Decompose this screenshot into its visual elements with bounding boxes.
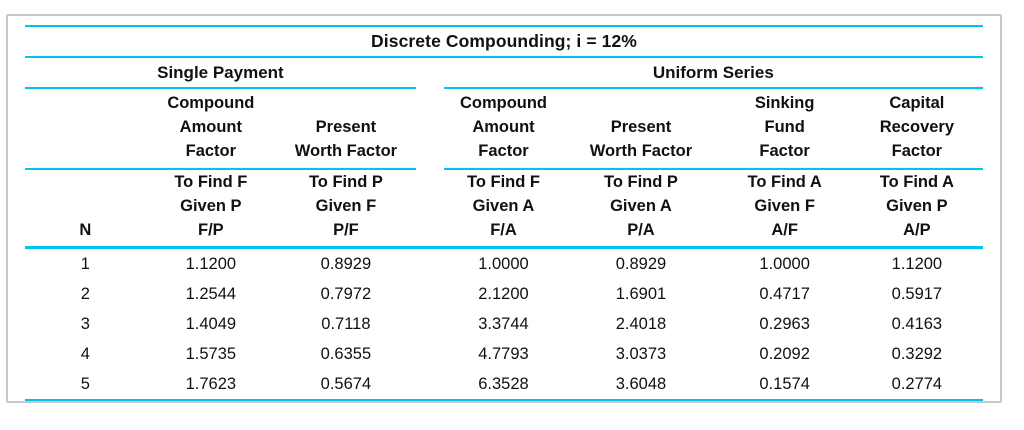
cell-n: 3: [80, 314, 90, 333]
cell-pf: 0.5674: [275, 369, 416, 401]
cell-pa: 1.6901: [615, 284, 667, 303]
header-n-spacer: [25, 88, 146, 170]
header-fp-tofind: To Find F Given P F/P: [145, 169, 276, 249]
header-pf-tofind: To Find P Given F P/F: [275, 169, 416, 249]
cell-pa: 3.0373: [615, 344, 667, 363]
column-gap: [416, 339, 444, 369]
cell-ap: 0.3292: [891, 344, 943, 363]
cell-ap: 1.1200: [891, 254, 943, 273]
cell-pa: 3.6048: [563, 369, 719, 401]
table-frame: Discrete Compounding; i = 12% Single Pay…: [6, 14, 1002, 403]
table-row: 4 1.5735 0.6355 4.7793 3.0373 0.2092 0.3…: [25, 339, 983, 369]
cell-fa: 4.7793: [478, 344, 529, 363]
cell-af: 1.0000: [759, 254, 810, 273]
cell-pf: 0.8929: [320, 254, 372, 273]
table-row: 5 1.7623 0.5674 6.3528 3.6048 0.1574 0.2…: [25, 369, 983, 401]
cell-af: 0.2092: [759, 344, 810, 363]
header-af-tofind: To Find A Given F A/F: [718, 169, 851, 249]
column-gap: [416, 309, 444, 339]
header-n-label: N: [25, 169, 146, 249]
header-pa-tofind: To Find P Given A P/A: [563, 169, 719, 249]
cell-pf: 0.7972: [320, 284, 372, 303]
column-gap: [416, 57, 444, 88]
tofind-header-row: N To Find F Given P F/P To Find P Given …: [25, 169, 983, 249]
discrete-compounding-factor-table: Discrete Compounding; i = 12% Single Pay…: [25, 25, 983, 401]
table-title: Discrete Compounding; i = 12%: [25, 25, 983, 58]
table-row: 3 1.4049 0.7118 3.3744 2.4018 0.2963 0.4…: [25, 309, 983, 339]
column-gap: [415, 369, 444, 401]
cell-n: 1: [80, 254, 90, 273]
cell-fa: 1.0000: [478, 254, 529, 273]
cell-fa: 6.3528: [443, 369, 564, 401]
header-fa-factor: Compound Amount Factor: [443, 88, 564, 170]
cell-ap: 0.2774: [850, 369, 983, 401]
cell-pf: 0.6355: [320, 344, 372, 363]
cell-fp: 1.5735: [185, 344, 237, 363]
header-af-factor: Sinking Fund Factor: [718, 88, 851, 170]
cell-n: 2: [80, 284, 90, 303]
header-ap-factor: Capital Recovery Factor: [850, 88, 983, 170]
header-fp-factor: Compound Amount Factor: [145, 88, 276, 170]
cell-pf: 0.7118: [321, 314, 371, 333]
header-fa-tofind: To Find F Given A F/A: [443, 169, 564, 249]
cell-fp: 1.2544: [185, 284, 237, 303]
cell-fa: 3.3744: [478, 314, 529, 333]
column-gap: [415, 169, 444, 249]
cell-fp: 1.1200: [185, 254, 237, 273]
table-row: 1 1.1200 0.8929 1.0000 0.8929 1.0000 1.1…: [25, 248, 983, 280]
cell-ap: 0.4163: [891, 314, 943, 333]
column-gap: [416, 88, 444, 169]
table-body: 1 1.1200 0.8929 1.0000 0.8929 1.0000 1.1…: [25, 248, 983, 401]
column-gap: [416, 279, 444, 309]
cell-n: 4: [80, 344, 90, 363]
group-header-single-payment: Single Payment: [25, 57, 416, 89]
column-gap: [416, 248, 444, 280]
title-row: Discrete Compounding; i = 12%: [25, 25, 983, 58]
cell-fa: 2.1200: [478, 284, 529, 303]
cell-af: 0.1574: [718, 369, 851, 401]
cell-ap: 0.5917: [891, 284, 943, 303]
group-header-row: Single Payment Uniform Series: [25, 57, 983, 89]
cell-fp: 1.4049: [185, 314, 237, 333]
cell-n: 5: [25, 369, 146, 401]
cell-fp: 1.7623: [145, 369, 276, 401]
table-row: 2 1.2544 0.7972 2.1200 1.6901 0.4717 0.5…: [25, 279, 983, 309]
cell-af: 0.2963: [759, 314, 810, 333]
header-pa-factor: Present Worth Factor: [563, 88, 719, 170]
cell-af: 0.4717: [759, 284, 810, 303]
header-ap-tofind: To Find A Given P A/P: [850, 169, 983, 249]
cell-pa: 0.8929: [615, 254, 667, 273]
cell-pa: 2.4018: [615, 314, 667, 333]
factor-name-header-row: Compound Amount Factor Present Worth Fac…: [25, 88, 983, 170]
header-pf-factor: Present Worth Factor: [275, 88, 416, 170]
group-header-uniform-series: Uniform Series: [443, 57, 983, 89]
